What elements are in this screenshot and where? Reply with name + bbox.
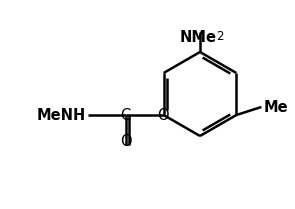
Text: 2: 2 xyxy=(216,30,224,43)
Text: Me: Me xyxy=(263,99,288,115)
Text: MeNH: MeNH xyxy=(36,107,86,122)
Text: O: O xyxy=(157,108,168,124)
Text: NMe: NMe xyxy=(179,30,217,45)
Text: C: C xyxy=(120,107,131,122)
Text: O: O xyxy=(120,134,132,149)
